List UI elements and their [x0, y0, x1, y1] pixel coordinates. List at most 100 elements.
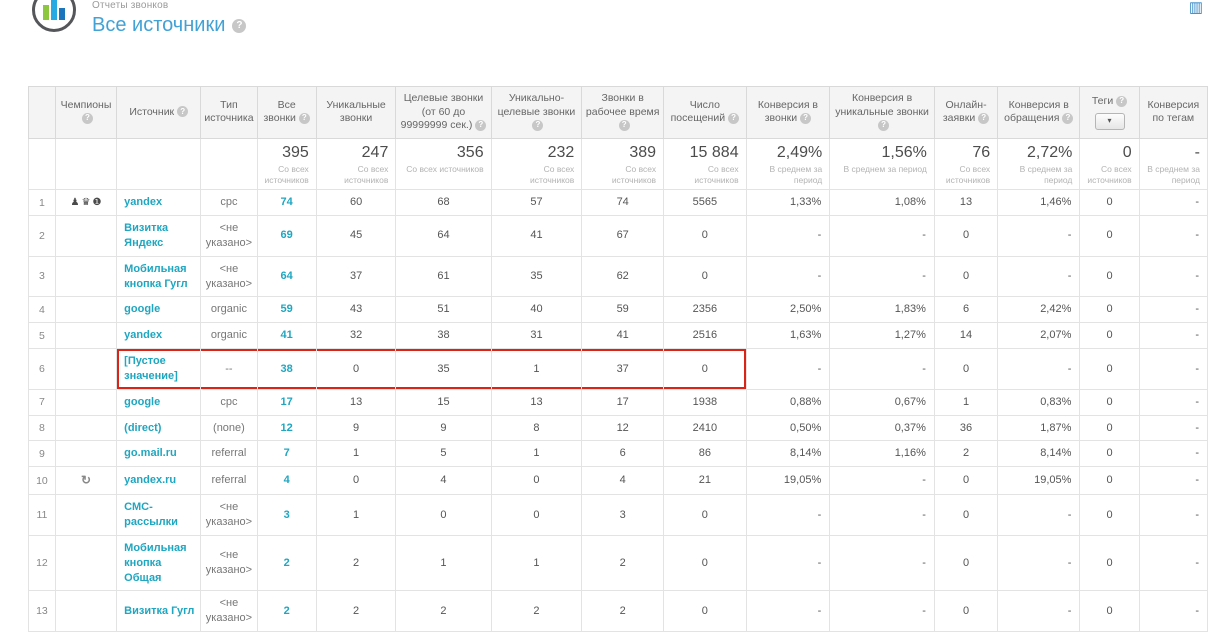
help-icon[interactable]: ?	[1062, 113, 1074, 125]
all-calls-link[interactable]: 64	[280, 270, 293, 283]
cell-online_leads: 36	[933, 414, 999, 442]
help-icon[interactable]: ?	[532, 120, 544, 131]
col-header-all_calls[interactable]: Все звонки?	[256, 86, 317, 139]
all-calls-link[interactable]: 4	[283, 474, 290, 487]
cell-conv_tags: -	[1138, 255, 1208, 298]
source-link[interactable]: Мобильная кнопка Общая	[124, 541, 187, 584]
corner-grid-icon[interactable]: ▥	[1188, 0, 1203, 16]
cell-num: 13	[28, 590, 56, 632]
col-header-conv_tags[interactable]: Конверсия по тегам	[1138, 86, 1208, 139]
cell-unique_calls: 13	[315, 388, 397, 416]
cell-champions: ♟ ♛ ❶	[54, 189, 118, 217]
help-icon[interactable]: ?	[800, 113, 812, 125]
summary-caption: Со всех источников	[406, 163, 484, 174]
cell-num: 2	[28, 215, 56, 257]
all-calls-link[interactable]: 2	[283, 604, 290, 617]
summary-unique_target_calls: 232 Со всех источников	[490, 137, 583, 191]
summary-caption: Со всех источников	[264, 163, 309, 185]
help-icon[interactable]: ?	[1116, 95, 1128, 107]
source-link[interactable]: [Пустое значение]	[124, 355, 178, 382]
col-header-conv_leads[interactable]: Конверсия в обращения?	[997, 86, 1081, 139]
help-icon[interactable]: ?	[475, 120, 487, 131]
col-header-tags[interactable]: Теги? ▾	[1079, 86, 1140, 139]
table-row: 11 СМС-рассылки <не указано> 3 1 0 0 3 0- -0-0-	[28, 494, 1208, 536]
source-link[interactable]: yandex	[124, 196, 163, 209]
cell-unique_calls: 2	[315, 534, 397, 592]
source-link[interactable]: СМС-рассылки	[124, 501, 178, 528]
cell-type: cpc	[200, 189, 258, 217]
summary-all_calls: 395 Со всех источников	[256, 137, 317, 191]
all-calls-link[interactable]: 7	[283, 447, 290, 460]
col-header-type[interactable]: Тип источника	[200, 86, 258, 139]
source-link[interactable]: go.mail.ru	[124, 447, 177, 460]
table-row: 7 google cpc 17 13 15 13 17 1938 0,88% 0,67% 1 0,83%…	[28, 388, 1208, 416]
all-calls-link[interactable]: 38	[280, 362, 293, 375]
help-icon[interactable]: ?	[978, 113, 990, 125]
col-header-conv_calls[interactable]: Конверсия в звонки?	[745, 86, 831, 139]
col-header-champions[interactable]: Чемпионы?	[54, 86, 118, 139]
title-help-icon[interactable]: ?	[232, 18, 247, 33]
all-calls-link[interactable]: 12	[280, 421, 293, 434]
cell-tags: 0	[1079, 494, 1140, 536]
col-header-target_calls[interactable]: Целевые звонки (от 60 до 99999999 сек.)?	[395, 86, 492, 139]
source-link[interactable]: google	[124, 395, 161, 408]
all-calls-link[interactable]: 69	[280, 229, 293, 242]
all-calls-link[interactable]: 2	[283, 556, 290, 569]
cell-conv_leads: -	[997, 534, 1081, 592]
source-link[interactable]: (direct)	[124, 421, 162, 434]
all-calls-link[interactable]: 3	[283, 508, 290, 521]
cell-conv_unique_calls: -	[829, 494, 935, 536]
help-icon[interactable]: ?	[82, 113, 93, 125]
cell-unique_calls: 37	[315, 255, 397, 298]
cell-visits: 0	[663, 590, 747, 632]
col-header-source[interactable]: Источник?	[116, 86, 202, 139]
help-icon[interactable]: ?	[618, 120, 630, 131]
cell-all_calls: 59	[256, 296, 317, 324]
all-calls-link[interactable]: 74	[280, 196, 293, 209]
cell-target_calls: 64	[395, 215, 492, 257]
table-row: 4 google organic 59 43 51 40 59 2356 2,50% 1,83% 6 2…	[28, 296, 1208, 324]
col-header-online_leads[interactable]: Онлайн-заявки?	[933, 86, 999, 139]
col-header-unique_target_calls[interactable]: Уникально-целевые звонки?	[490, 86, 583, 139]
cell-visits: 0	[663, 494, 747, 536]
all-calls-link[interactable]: 59	[280, 303, 293, 316]
source-link[interactable]: google	[124, 303, 161, 316]
source-link[interactable]: Мобильная кнопка Гугл	[124, 262, 188, 290]
cell-source: Визитка Гугл	[116, 590, 202, 632]
source-link[interactable]: yandex	[124, 329, 163, 342]
col-header-visits[interactable]: Число посещений?	[663, 86, 747, 139]
cell-work_time_calls: 12	[581, 414, 665, 442]
summary-online_leads: 76 Со всех источников	[933, 137, 999, 191]
cell-num: 9	[28, 440, 56, 468]
tags-filter-button[interactable]: ▾	[1094, 112, 1125, 130]
help-icon[interactable]: ?	[298, 113, 310, 125]
source-link[interactable]: Визитка Гугл	[124, 604, 195, 617]
col-label: Звонки в рабочее время	[585, 92, 660, 118]
cell-conv_tags: -	[1138, 348, 1208, 390]
cell-conv_calls: 1,63%	[745, 322, 831, 350]
summary-empty	[116, 137, 202, 191]
col-label: Онлайн-заявки	[942, 98, 987, 125]
col-header-conv_unique_calls[interactable]: Конверсия в уникальные звонки?	[829, 86, 935, 139]
all-calls-link[interactable]: 41	[280, 329, 293, 342]
cell-work_time_calls: 59	[581, 296, 665, 324]
cell-source: Визитка Яндекс	[116, 215, 202, 257]
help-icon[interactable]: ?	[728, 113, 740, 125]
cell-conv_unique_calls: 0,67%	[829, 388, 935, 416]
cell-unique_calls: 43	[315, 296, 397, 324]
cell-num: 6	[28, 348, 56, 390]
help-icon[interactable]: ?	[878, 120, 890, 131]
col-header-unique_calls[interactable]: Уникальные звонки	[315, 86, 397, 139]
all-calls-link[interactable]: 17	[280, 395, 293, 408]
cell-source: yandex	[116, 322, 202, 350]
summary-value: -	[1194, 143, 1200, 161]
cell-unique_target_calls: 13	[490, 388, 583, 416]
col-header-work_time_calls[interactable]: Звонки в рабочее время?	[581, 86, 665, 139]
source-link[interactable]: Визитка Яндекс	[124, 222, 169, 249]
source-link[interactable]: yandex.ru	[124, 474, 177, 487]
summary-caption: Со всех источников	[945, 163, 991, 185]
help-icon[interactable]: ?	[177, 106, 189, 118]
cell-type: <не указано>	[200, 494, 258, 536]
cell-conv_calls: 19,05%	[745, 466, 831, 496]
col-header-num[interactable]	[28, 86, 56, 139]
